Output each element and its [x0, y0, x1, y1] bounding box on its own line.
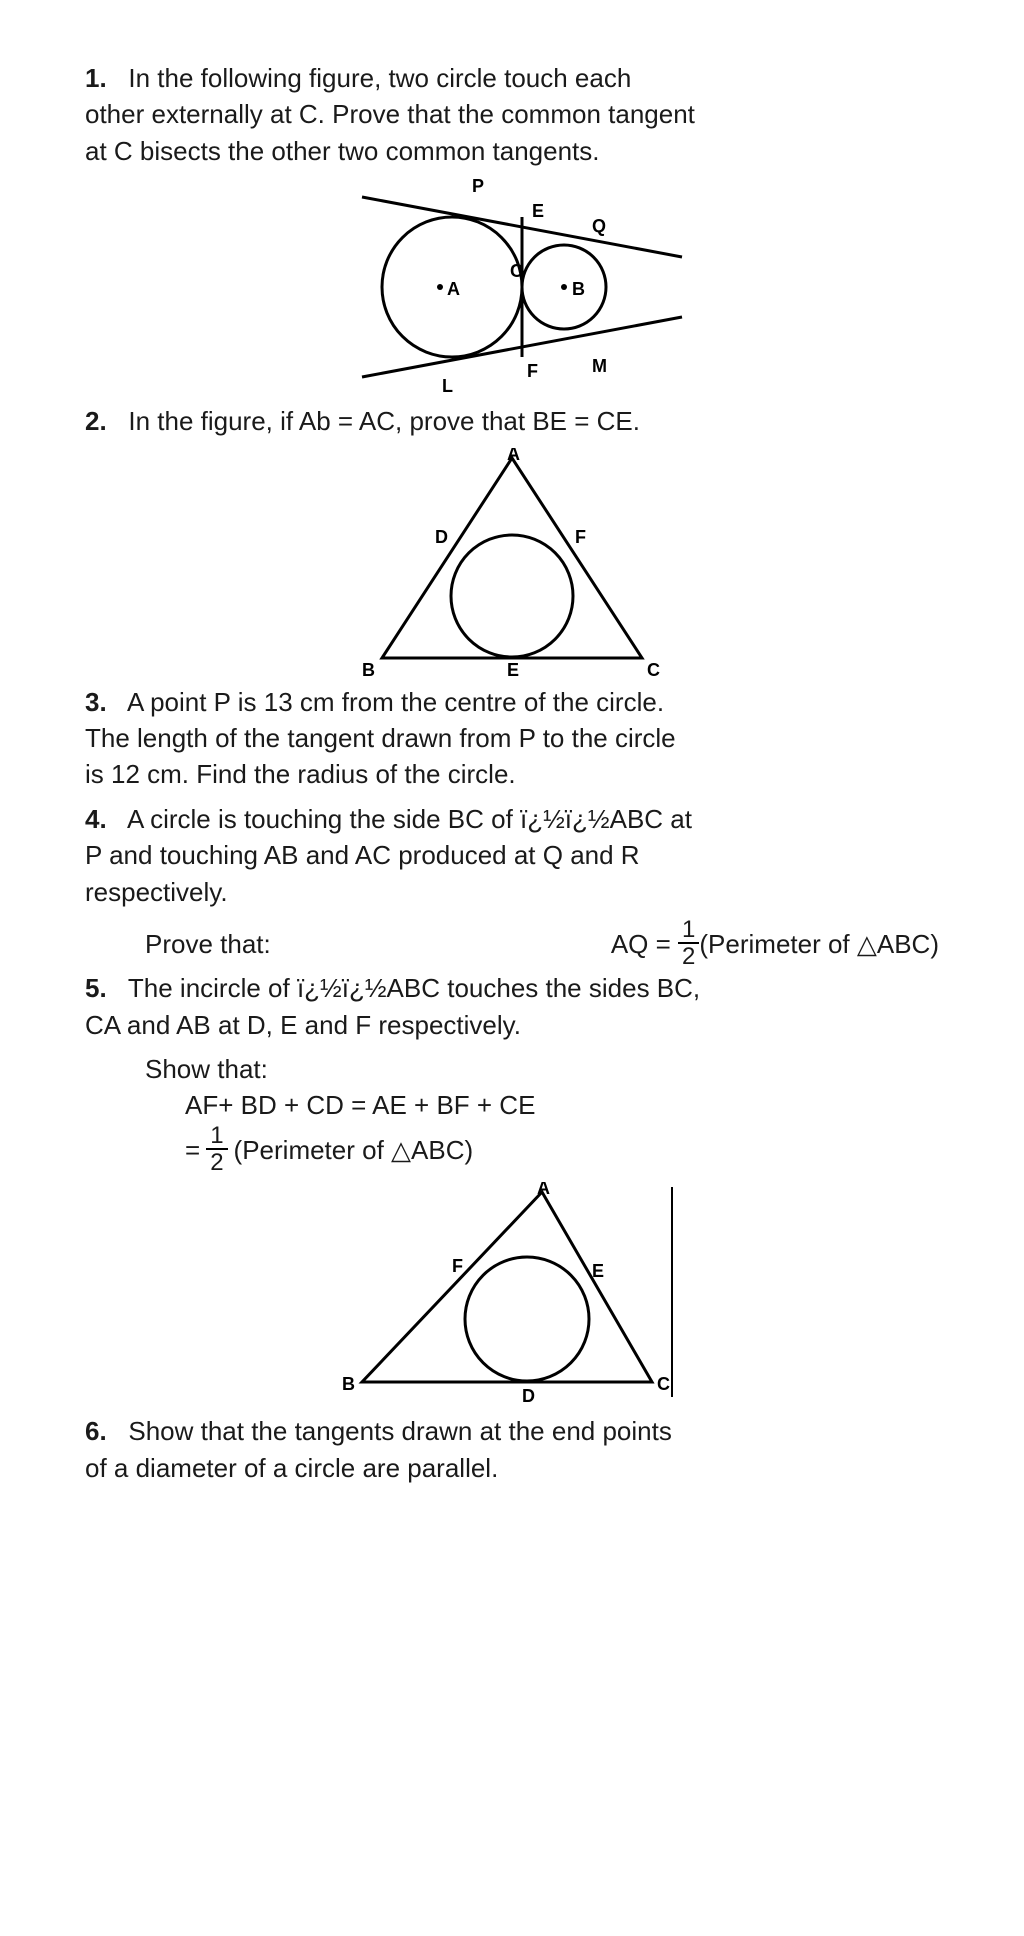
- q5-eq1: AF+ BD + CD = AE + BF + CE: [185, 1087, 939, 1123]
- svg-text:F: F: [452, 1256, 463, 1276]
- svg-text:D: D: [435, 527, 448, 547]
- q4-fraction: 1 2: [678, 918, 699, 970]
- svg-text:E: E: [532, 201, 544, 221]
- q6-num: 6.: [85, 1416, 107, 1446]
- svg-text:M: M: [592, 356, 607, 376]
- q5-fraction: 1 2: [206, 1124, 227, 1176]
- q3-l2: The length of the tangent drawn from P t…: [85, 723, 676, 753]
- q5-figure: A B C D E F: [302, 1182, 722, 1407]
- q5-l2: CA and AB at D, E and F respectively.: [85, 1010, 521, 1040]
- q3-l3: is 12 cm. Find the radius of the circle.: [85, 759, 516, 789]
- svg-text:B: B: [342, 1374, 355, 1394]
- q5-l1: The incircle of ï¿½ï¿½ABC touches the si…: [128, 973, 700, 1003]
- svg-text:F: F: [527, 361, 538, 381]
- svg-text:E: E: [507, 660, 519, 678]
- svg-text:C: C: [510, 261, 523, 281]
- q6-l2: of a diameter of a circle are parallel.: [85, 1453, 498, 1483]
- q5-num: 5.: [85, 973, 107, 1003]
- q4-l1: A circle is touching the side BC of ï¿½ï…: [127, 804, 692, 834]
- q4-num: 4.: [85, 804, 107, 834]
- q4-eq-pre: AQ =: [611, 926, 671, 962]
- svg-text:B: B: [362, 660, 375, 678]
- svg-text:C: C: [657, 1374, 670, 1394]
- q4-l2: P and touching AB and AC produced at Q a…: [85, 840, 640, 870]
- q5-show: Show that:: [145, 1051, 939, 1087]
- q2-figure: A B C D E F: [312, 448, 712, 678]
- svg-text:B: B: [572, 279, 585, 299]
- q2-num: 2.: [85, 406, 107, 436]
- q4-l3: respectively.: [85, 877, 228, 907]
- q2-text: In the figure, if Ab = AC, prove that BE…: [128, 406, 640, 436]
- svg-text:F: F: [575, 527, 586, 547]
- q4-prove-line: Prove that: AQ = 1 2 (Perimeter of △ABC): [85, 918, 939, 970]
- svg-text:Q: Q: [592, 216, 606, 236]
- svg-text:A: A: [537, 1182, 550, 1198]
- svg-text:L: L: [442, 376, 453, 396]
- q1-l1: In the following figure, two circle touc…: [128, 63, 631, 93]
- q1-l2: other externally at C. Prove that the co…: [85, 99, 695, 129]
- q3-l1: A point P is 13 cm from the centre of th…: [127, 687, 664, 717]
- svg-text:A: A: [447, 279, 460, 299]
- q1-l3: at C bisects the other two common tangen…: [85, 136, 599, 166]
- question-2: 2. In the figure, if Ab = AC, prove that…: [85, 403, 939, 439]
- question-3: 3. A point P is 13 cm from the centre of…: [85, 684, 939, 793]
- question-6: 6. Show that the tangents drawn at the e…: [85, 1413, 939, 1486]
- q4-eq-post: (Perimeter of △ABC): [699, 926, 939, 962]
- q6-l1: Show that the tangents drawn at the end …: [128, 1416, 672, 1446]
- svg-text:A: A: [507, 448, 520, 464]
- q3-num: 3.: [85, 687, 107, 717]
- svg-text:C: C: [647, 660, 660, 678]
- question-5: 5. The incircle of ï¿½ï¿½ABC touches the…: [85, 970, 939, 1043]
- svg-text:D: D: [522, 1386, 535, 1406]
- question-4: 4. A circle is touching the side BC of ï…: [85, 801, 939, 910]
- q1-figure: P E Q A C B L F M: [292, 177, 732, 397]
- svg-text:P: P: [472, 177, 484, 196]
- svg-text:E: E: [592, 1261, 604, 1281]
- q4-prove: Prove that:: [145, 926, 271, 962]
- q1-num: 1.: [85, 63, 107, 93]
- q5-eq2: = 1 2 (Perimeter of △ABC): [185, 1124, 939, 1176]
- question-1: 1. In the following figure, two circle t…: [85, 60, 939, 169]
